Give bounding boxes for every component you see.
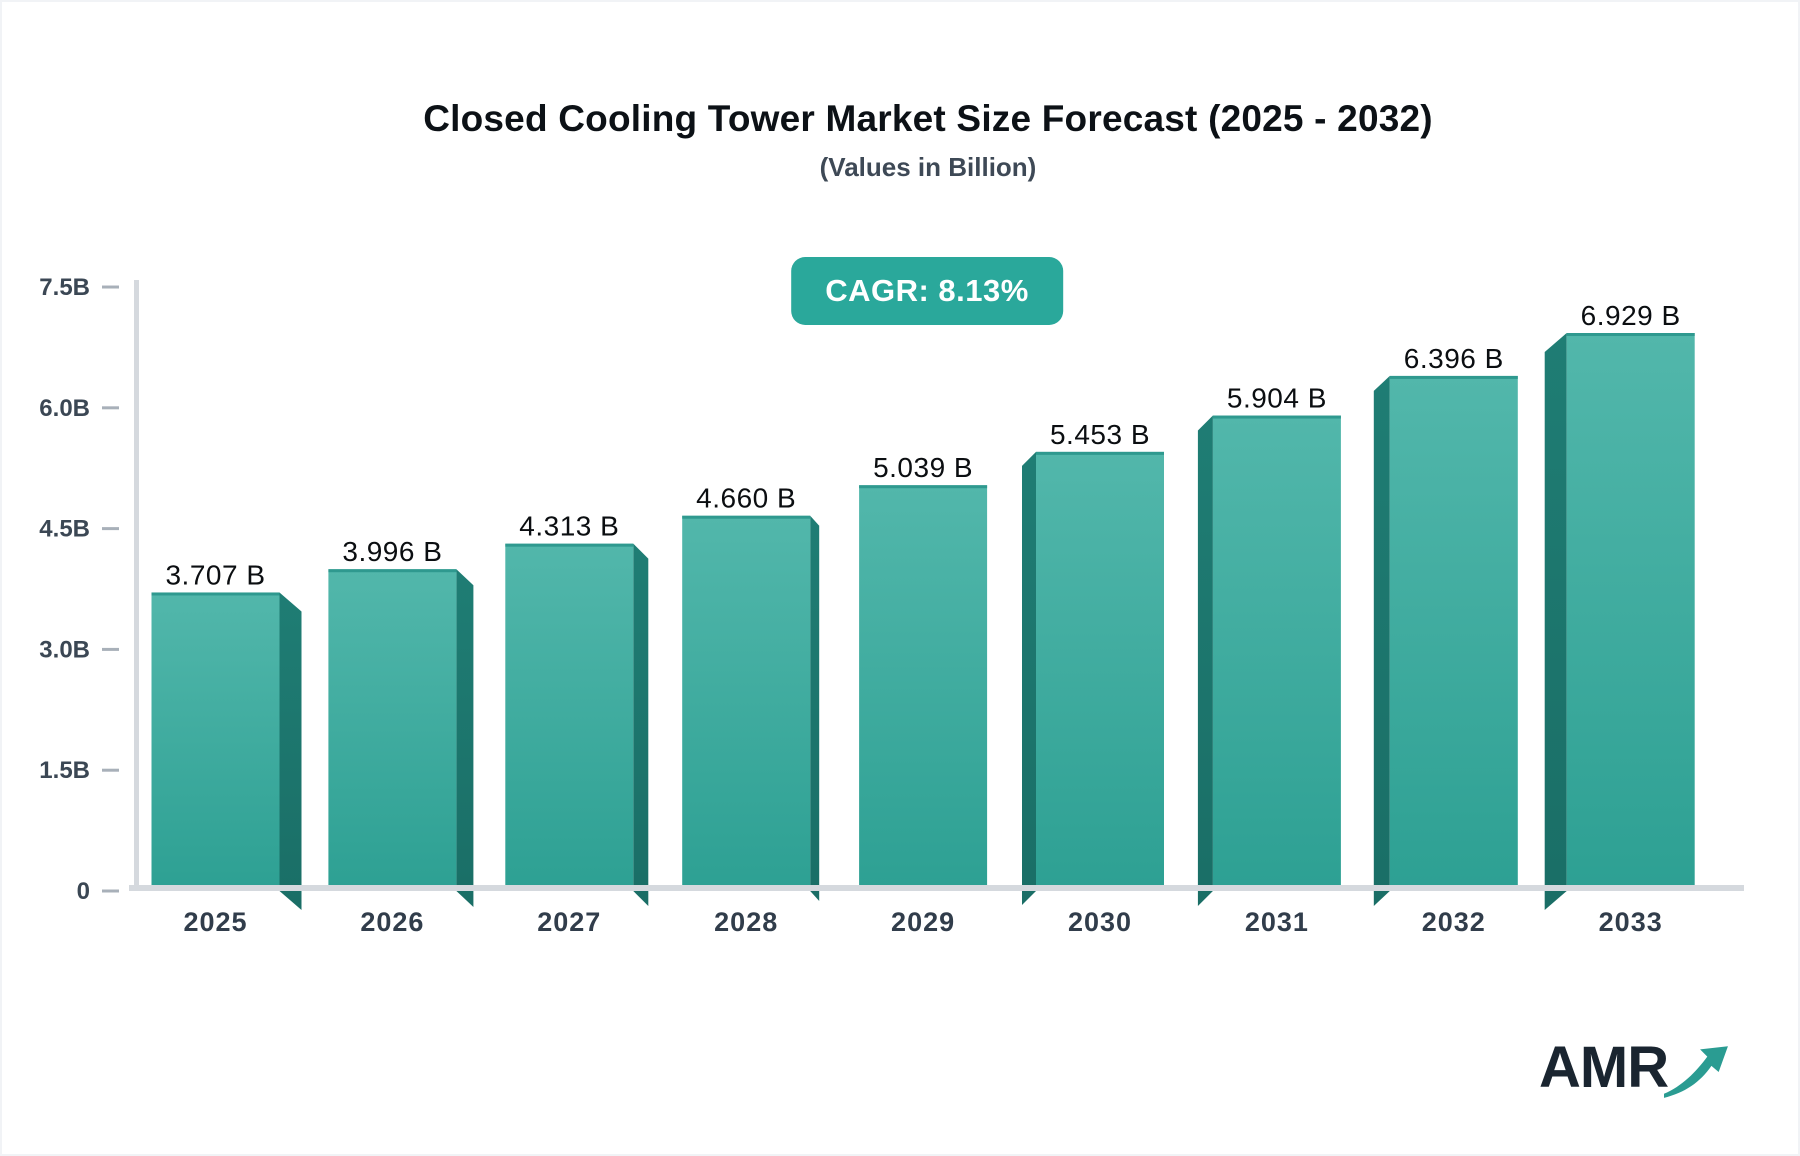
y-axis-tick — [102, 647, 119, 651]
bar-top-edge — [859, 485, 988, 489]
y-axis-tick-label: 1.5B — [39, 757, 90, 784]
bar-value-label: 4.660 B — [696, 483, 796, 514]
x-axis-label: 2030 — [1068, 907, 1132, 937]
y-axis-tick-label: 4.5B — [39, 516, 90, 543]
chart-subtitle: (Values in Billion) — [819, 152, 1037, 182]
bar-value-label: 5.039 B — [873, 452, 973, 483]
y-axis-tick — [102, 889, 119, 893]
bar-value-label: 3.996 B — [342, 536, 442, 567]
x-axis-label: 2027 — [537, 907, 601, 937]
bar-value-label: 5.453 B — [1050, 419, 1150, 450]
bar-2031 — [1212, 415, 1341, 891]
y-axis-tick — [102, 527, 119, 531]
bar-2028 — [682, 515, 811, 891]
y-axis-tick — [102, 768, 119, 772]
bar-2027 — [505, 543, 634, 891]
bar-side-face — [633, 543, 649, 906]
bar-2032 — [1389, 375, 1518, 891]
trend-arrow-icon — [1664, 1046, 1729, 1098]
y-axis-tick-label: 0 — [77, 878, 90, 905]
bar-side-face — [1022, 451, 1036, 905]
bar-top-edge — [328, 569, 457, 573]
y-axis-tick-label: 3.0B — [39, 636, 90, 663]
y-axis-tick-label: 6.0B — [39, 395, 90, 422]
bar-value-label: 5.904 B — [1227, 383, 1327, 414]
bar-top-edge — [1389, 375, 1518, 379]
y-axis-tick — [102, 285, 119, 289]
bar-side-face — [1373, 375, 1390, 906]
amr-logo: AMR — [1539, 1034, 1730, 1102]
bar-side-face — [1197, 415, 1213, 906]
bar-value-label: 4.313 B — [519, 511, 619, 542]
bar-side-face — [456, 569, 474, 907]
bar-top-edge — [682, 515, 811, 519]
y-axis-tick-label: 7.5B — [39, 274, 90, 301]
x-axis-label: 2029 — [891, 907, 955, 937]
bar-top-edge — [151, 592, 280, 596]
x-axis-label: 2028 — [714, 907, 778, 937]
bar-2030 — [1036, 451, 1164, 891]
cagr-badge: CAGR: 8.13% — [791, 257, 1063, 325]
x-axis-label: 2031 — [1245, 907, 1309, 937]
bar-value-label: 6.929 B — [1581, 300, 1681, 331]
bar-2029 — [859, 485, 988, 891]
x-axis-label: 2026 — [360, 907, 424, 937]
bar-top-edge — [505, 543, 634, 547]
bar-side-face — [810, 515, 820, 901]
bar-2025 — [151, 592, 280, 891]
bar-2033 — [1566, 333, 1695, 891]
bar-2026 — [328, 569, 457, 891]
y-axis-line — [134, 280, 139, 891]
x-axis-label: 2032 — [1422, 907, 1486, 937]
y-axis-tick — [102, 406, 119, 410]
bar-value-label: 6.396 B — [1404, 343, 1504, 374]
bar-side-face — [1544, 333, 1567, 910]
x-axis-line — [129, 885, 1744, 891]
cagr-badge-label: CAGR: 8.13% — [825, 273, 1029, 308]
x-axis-label: 2033 — [1599, 907, 1663, 937]
bar-value-label: 3.707 B — [165, 559, 265, 590]
chart-title: Closed Cooling Tower Market Size Forecas… — [423, 98, 1433, 139]
bar-side-face — [279, 592, 302, 910]
x-axis-label: 2025 — [183, 907, 247, 937]
bar-top-edge — [1212, 415, 1341, 419]
amr-logo-text: AMR — [1539, 1035, 1669, 1100]
bar-top-edge — [1036, 451, 1164, 455]
bar-top-edge — [1566, 333, 1695, 337]
